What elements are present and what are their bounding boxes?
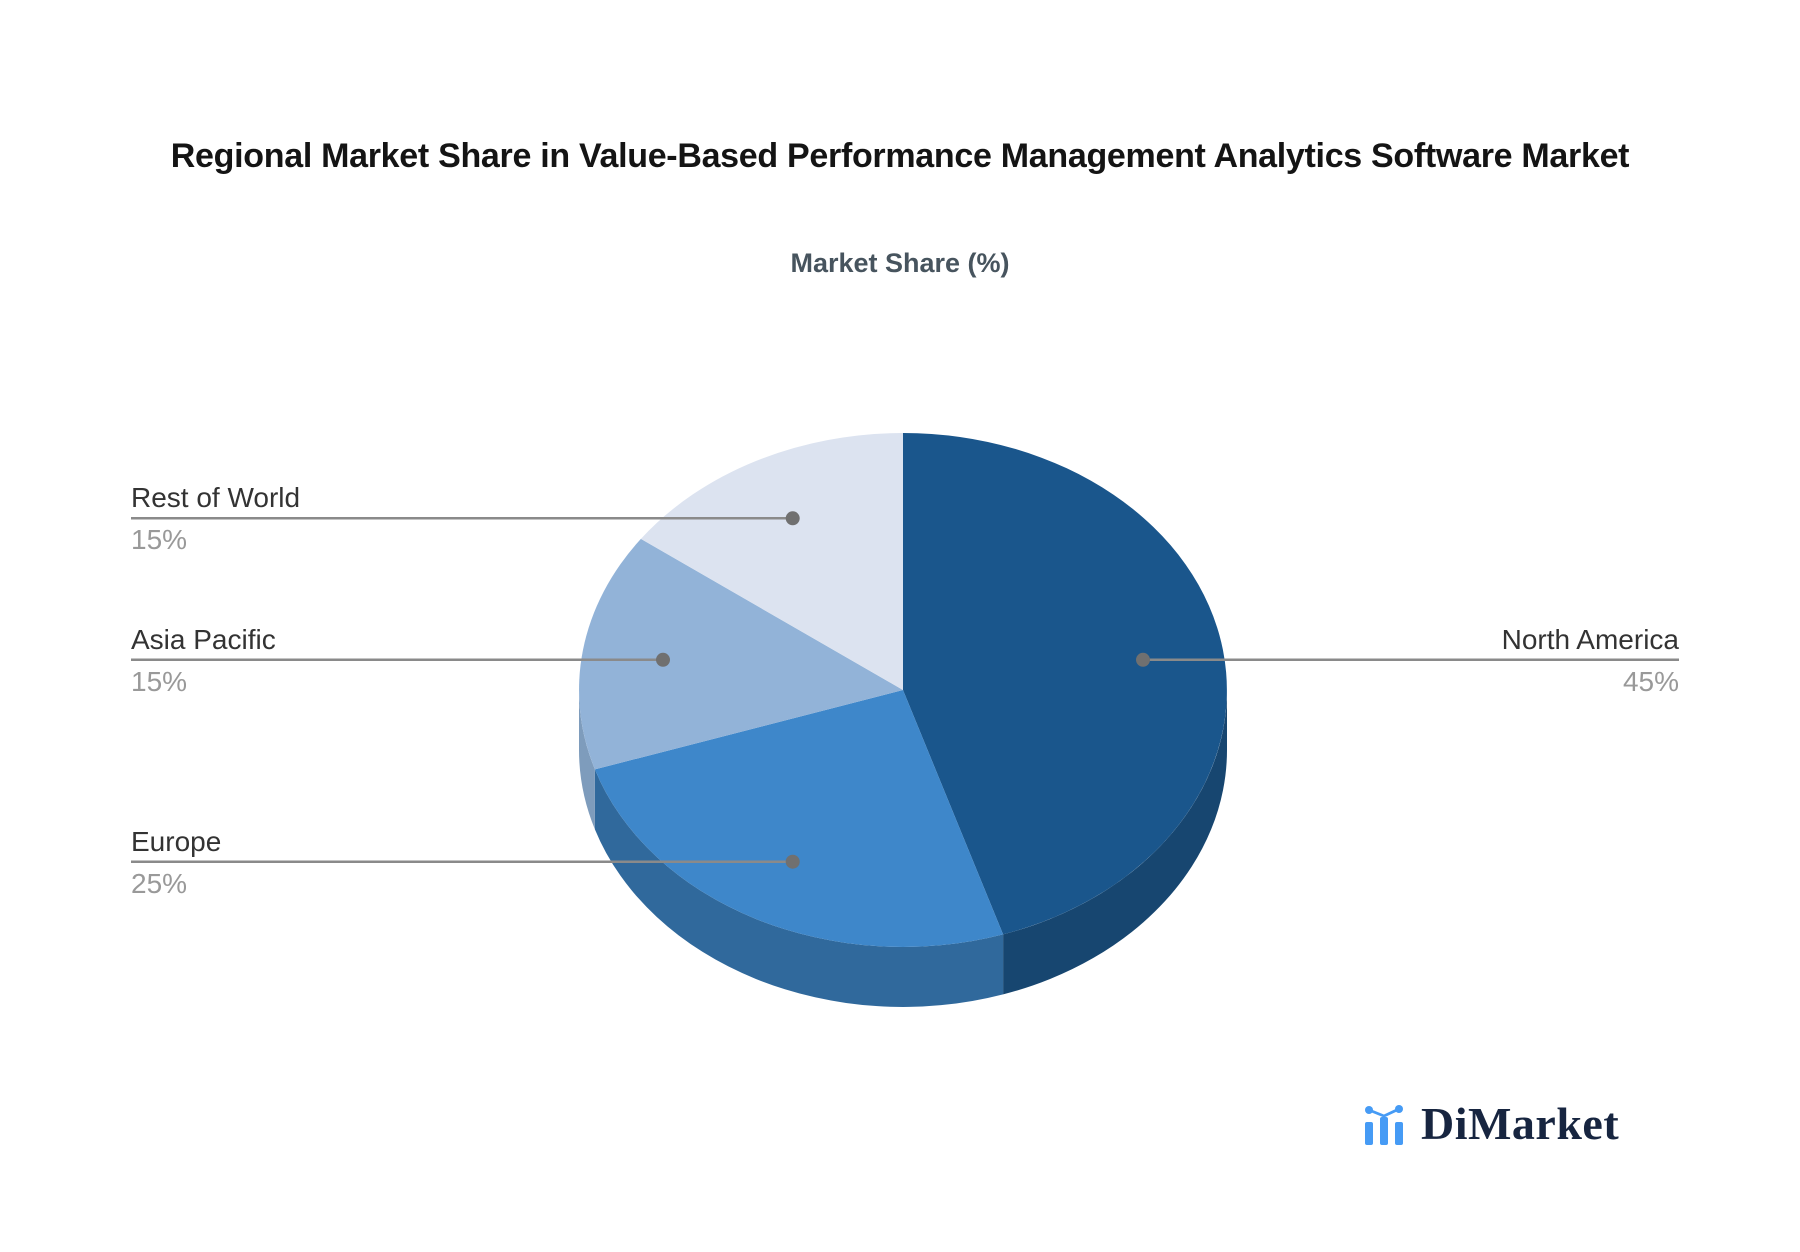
slice-percent-asia-pacific: 15% bbox=[131, 665, 188, 697]
bar-chart-trend-icon bbox=[1365, 1105, 1403, 1145]
leader-dot-north-america bbox=[1136, 652, 1150, 667]
leader-dot-rest-of-world bbox=[785, 511, 800, 526]
slice-label-europe: Europe bbox=[131, 825, 222, 857]
slice-label-rest-of-world: Rest of World bbox=[131, 482, 301, 514]
slice-percent-europe: 25% bbox=[131, 867, 188, 899]
pie-slice-side-europe bbox=[594, 769, 1004, 1007]
leader-dot-europe bbox=[785, 854, 800, 869]
pie-slice-north-america[interactable] bbox=[903, 433, 1227, 935]
brand-name: DiMarket bbox=[1421, 1098, 1620, 1149]
chart-subtitle: Market Share (%) bbox=[790, 248, 1010, 278]
slice-percent-rest-of-world: 15% bbox=[131, 524, 188, 556]
chart-title: Regional Market Share in Value-Based Per… bbox=[170, 137, 1630, 175]
pie-slice-side-north-america bbox=[1003, 690, 1227, 995]
pie-slice-asia-pacific[interactable] bbox=[579, 538, 903, 770]
pie-slice-rest-of-world[interactable] bbox=[640, 433, 903, 690]
slice-percent-north-america: 45% bbox=[1622, 665, 1679, 697]
brand-logo: DiMarket bbox=[1363, 1100, 1619, 1148]
pie-slice-europe[interactable] bbox=[594, 690, 1004, 947]
pie-slice-side-asia-pacific bbox=[579, 690, 595, 830]
slice-label-north-america: North America bbox=[1501, 623, 1679, 655]
leader-dot-asia-pacific bbox=[656, 652, 670, 667]
slice-label-asia-pacific: Asia Pacific bbox=[131, 623, 276, 655]
